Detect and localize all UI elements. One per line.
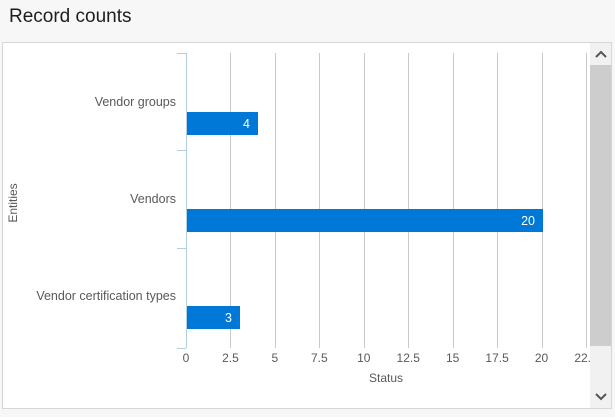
- category-label: Vendors: [130, 192, 176, 206]
- y-axis: [186, 53, 187, 348]
- x-tick-label: 17.5: [485, 351, 509, 365]
- scrollbar-thumb[interactable]: [590, 65, 611, 346]
- bar-value-label: 3: [225, 310, 232, 325]
- y-axis-tick: [177, 53, 186, 54]
- chevron-up-icon: [594, 45, 607, 63]
- gridline: [408, 53, 410, 348]
- category-label: Vendor groups: [94, 95, 176, 109]
- bar-chart: Status Entities 0 2.5 5 7.5 10 12.5 15 17.5 20 22…: [3, 43, 611, 408]
- gridline: [586, 53, 587, 348]
- x-tick-label: 10: [357, 351, 371, 365]
- gridline: [497, 53, 499, 348]
- bar[interactable]: 3: [187, 306, 240, 329]
- bar-value-label: 20: [521, 213, 535, 228]
- y-axis-tick: [177, 248, 186, 249]
- y-axis-tick: [177, 150, 186, 151]
- x-tick-label: 2.5: [222, 351, 239, 365]
- x-tick-label: 20: [534, 351, 549, 365]
- bar[interactable]: 4: [187, 112, 258, 135]
- vertical-scrollbar[interactable]: [590, 43, 611, 408]
- x-tick-label: 0: [182, 351, 190, 365]
- x-axis-label: Status: [368, 371, 404, 385]
- gridline: [363, 53, 365, 348]
- scroll-up-button[interactable]: [590, 43, 611, 65]
- gridline: [274, 53, 276, 348]
- gridline: [319, 53, 321, 348]
- y-axis-tick: [177, 348, 186, 349]
- gridline: [541, 53, 543, 348]
- bar-value-label: 4: [243, 116, 250, 131]
- scroll-down-button[interactable]: [590, 386, 611, 408]
- gridline: [230, 53, 232, 348]
- x-tick-label: 5: [271, 351, 279, 365]
- x-tick-label: 7.5: [310, 351, 328, 365]
- x-tick-label: 12.5: [396, 351, 420, 365]
- category-label: Vendor certification types: [36, 289, 176, 303]
- chart-panel: Status Entities 0 2.5 5 7.5 10 12.5 15 17.5 20 22…: [2, 42, 612, 409]
- x-tick-label: 15: [445, 351, 460, 365]
- gridline: [452, 53, 454, 348]
- chevron-down-icon: [594, 388, 607, 406]
- bar[interactable]: 20: [187, 209, 543, 232]
- page-title: Record counts: [9, 6, 132, 27]
